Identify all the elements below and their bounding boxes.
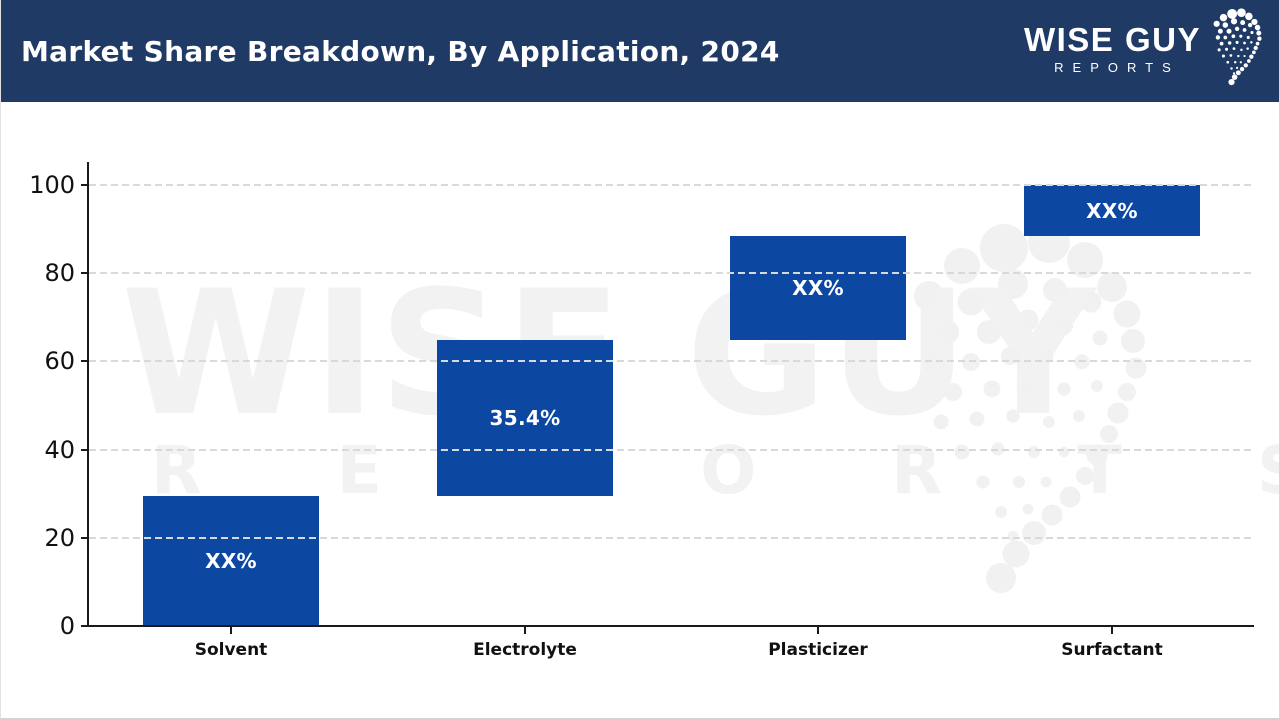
x-axis-line	[87, 625, 1254, 627]
x-category-label: Surfactant	[1061, 640, 1163, 660]
bar-value-label: XX%	[1086, 198, 1138, 223]
logo-wordmark: WISE GUY	[1023, 21, 1201, 58]
x-category-label: Electrolyte	[473, 640, 577, 660]
x-category-label: Plasticizer	[768, 640, 868, 660]
gridline-80	[89, 272, 1254, 275]
y-tick-label: 100	[29, 171, 75, 199]
gridline-20	[89, 536, 1254, 539]
y-tick-label: 80	[44, 259, 75, 288]
dotted-head-icon	[1213, 8, 1262, 86]
x-tick-mark	[230, 627, 232, 634]
gridline-40	[89, 448, 1254, 451]
logo-subtitle: REPORTS	[1054, 60, 1180, 75]
bar-value-label: XX%	[792, 275, 844, 300]
y-tick-label: 40	[44, 435, 75, 464]
y-tick-label: 60	[44, 347, 75, 376]
gridline-100	[89, 184, 1254, 186]
bar-electrolyte: 35.4%	[437, 339, 613, 496]
y-tick-label: 20	[44, 523, 75, 552]
y-tick-mark	[81, 184, 88, 186]
header-bar: Market Share Breakdown, By Application, …	[1, 0, 1279, 102]
bar-surfactant: XX%	[1024, 185, 1200, 237]
gridline-60	[89, 360, 1254, 363]
y-tick-mark	[81, 272, 88, 275]
bar-value-label: XX%	[205, 548, 257, 573]
y-tick-mark	[81, 360, 88, 363]
y-tick-mark	[81, 448, 88, 451]
bar-value-label: 35.4%	[489, 405, 561, 430]
y-tick-mark	[81, 625, 88, 627]
bar-solvent: XX%	[143, 495, 319, 626]
y-tick-mark	[81, 536, 88, 539]
x-category-label: Solvent	[194, 640, 268, 660]
y-tick-label: 0	[59, 612, 75, 640]
wise-guy-logo: WISE GUY REPORTS	[1024, 6, 1265, 90]
logo-text: WISE GUY REPORTS	[1024, 21, 1201, 75]
x-tick-mark	[524, 627, 526, 634]
y-axis-line	[87, 162, 89, 627]
bar-plasticizer: XX%	[730, 236, 906, 340]
chart-title: Market Share Breakdown, By Application, …	[21, 34, 780, 68]
x-tick-mark	[1111, 627, 1113, 634]
x-tick-mark	[817, 627, 819, 634]
